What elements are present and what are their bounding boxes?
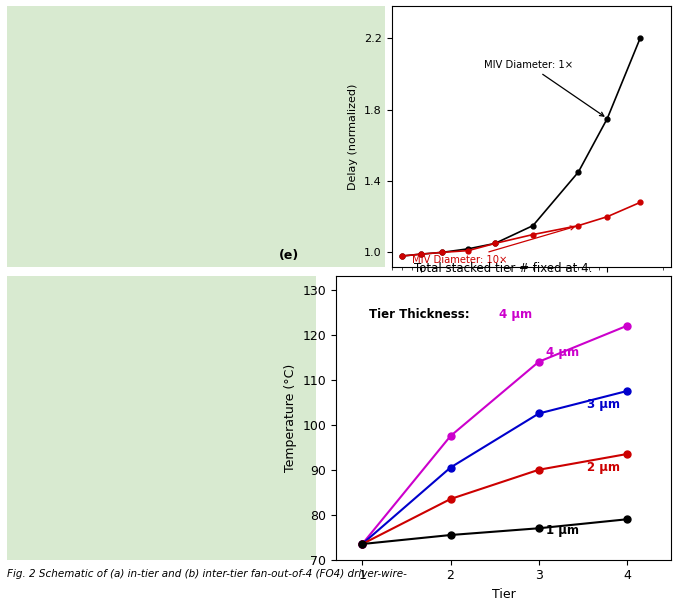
Text: 2 μm: 2 μm bbox=[587, 461, 620, 474]
Title: Total stacked tier # fixed at 4.: Total stacked tier # fixed at 4. bbox=[414, 262, 593, 275]
X-axis label: MIV Height (μm): MIV Height (μm) bbox=[486, 292, 577, 302]
Text: (e): (e) bbox=[279, 249, 299, 262]
X-axis label: Tier: Tier bbox=[492, 588, 515, 601]
Text: 4 μm: 4 μm bbox=[499, 308, 532, 321]
Text: MIV Diameter: 10×: MIV Diameter: 10× bbox=[412, 226, 574, 265]
Text: Tier Thickness:: Tier Thickness: bbox=[370, 308, 474, 321]
Y-axis label: Delay (normalized): Delay (normalized) bbox=[348, 83, 359, 190]
Text: MIV Diameter: 1×: MIV Diameter: 1× bbox=[485, 60, 604, 116]
Text: 3 μm: 3 μm bbox=[587, 398, 620, 411]
Text: 1 μm: 1 μm bbox=[546, 524, 579, 537]
Y-axis label: Temperature (°C): Temperature (°C) bbox=[283, 364, 296, 472]
Text: Fig. 2 Schematic of (a) in-tier and (b) inter-tier fan-out-of-4 (FO4) driver-wir: Fig. 2 Schematic of (a) in-tier and (b) … bbox=[7, 570, 407, 579]
Text: 4 μm: 4 μm bbox=[546, 346, 579, 359]
